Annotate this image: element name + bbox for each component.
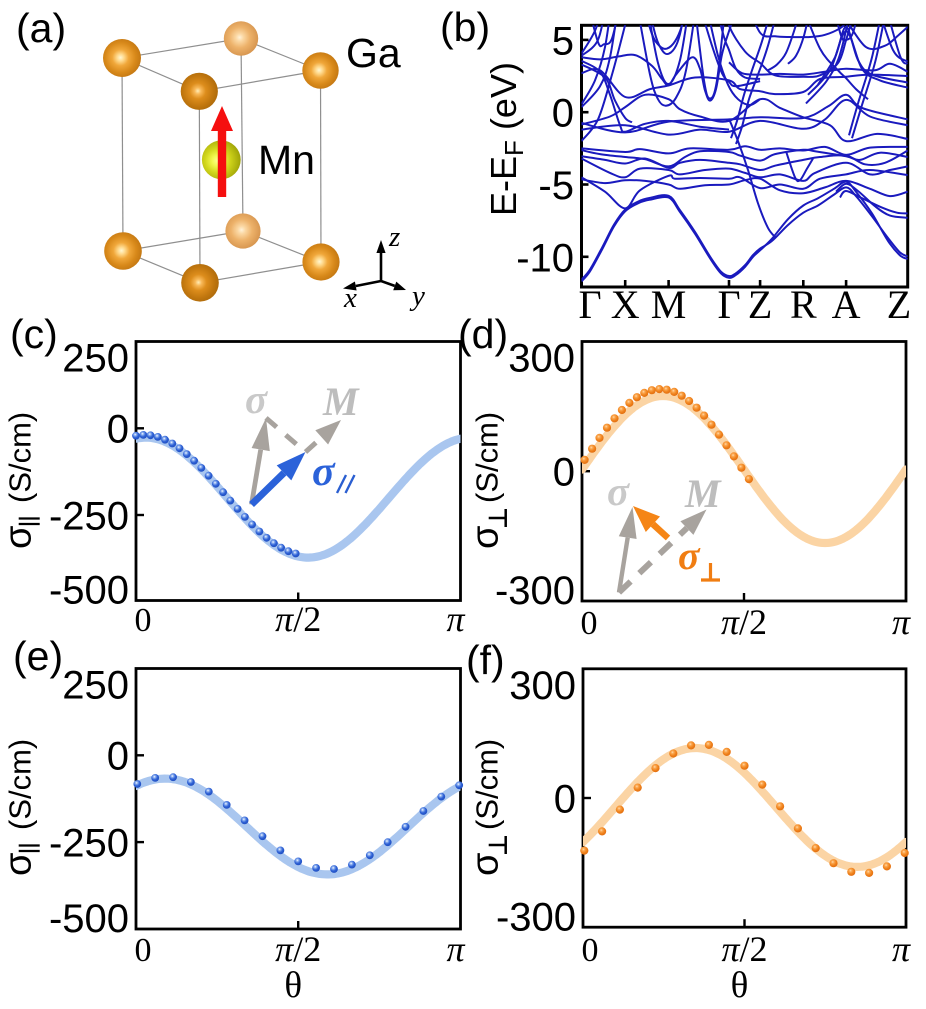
svg-text:σ: σ bbox=[465, 853, 507, 876]
svg-text:0: 0 bbox=[107, 408, 129, 452]
svg-text:(e): (e) bbox=[13, 633, 63, 679]
svg-text:0: 0 bbox=[554, 777, 576, 821]
svg-text:E-EF (eV): E-EF (eV) bbox=[483, 62, 529, 216]
svg-text:0: 0 bbox=[135, 602, 152, 639]
svg-text:π/2: π/2 bbox=[275, 929, 321, 969]
svg-text:250: 250 bbox=[62, 664, 129, 708]
svg-text:-500: -500 bbox=[49, 897, 129, 941]
svg-text:Z: Z bbox=[887, 282, 911, 327]
svg-text:π: π bbox=[892, 929, 911, 969]
svg-text:z: z bbox=[388, 221, 400, 253]
svg-text:σ: σ bbox=[607, 468, 631, 514]
svg-text:M: M bbox=[322, 379, 360, 424]
svg-text:0: 0 bbox=[553, 451, 575, 495]
svg-text:(a): (a) bbox=[16, 5, 66, 51]
svg-text:0: 0 bbox=[582, 932, 599, 969]
svg-text:σ: σ bbox=[0, 526, 40, 549]
svg-text:(b): (b) bbox=[440, 4, 490, 50]
svg-text:-300: -300 bbox=[496, 895, 576, 939]
svg-text:-5: -5 bbox=[538, 164, 574, 208]
svg-text:y: y bbox=[409, 280, 425, 312]
svg-text:(f): (f) bbox=[466, 637, 505, 683]
svg-text:Ga: Ga bbox=[346, 30, 401, 76]
svg-text:-250: -250 bbox=[49, 822, 129, 866]
svg-text:0: 0 bbox=[107, 735, 129, 779]
svg-text:300: 300 bbox=[508, 337, 575, 381]
svg-text:σ: σ bbox=[312, 449, 336, 495]
svg-text:0: 0 bbox=[135, 932, 152, 969]
svg-text:-300: -300 bbox=[495, 569, 575, 613]
svg-text:(d): (d) bbox=[458, 311, 508, 357]
svg-text:(S/cm): (S/cm) bbox=[470, 412, 505, 503]
svg-text:(S/cm): (S/cm) bbox=[3, 739, 38, 830]
svg-text:(S/cm): (S/cm) bbox=[470, 739, 505, 830]
svg-text:0: 0 bbox=[581, 605, 598, 642]
svg-text:π: π bbox=[446, 929, 465, 969]
svg-text:R: R bbox=[790, 282, 817, 327]
svg-text:Mn: Mn bbox=[258, 137, 315, 183]
svg-text:M: M bbox=[684, 471, 722, 516]
svg-text:5: 5 bbox=[552, 19, 574, 63]
svg-text:0: 0 bbox=[552, 92, 574, 136]
svg-text:σ: σ bbox=[245, 376, 269, 422]
svg-text:Γ: Γ bbox=[717, 282, 740, 327]
svg-text:π/2: π/2 bbox=[721, 602, 767, 642]
svg-text:σ: σ bbox=[465, 526, 507, 549]
svg-text:π: π bbox=[446, 599, 465, 639]
svg-text:-10: -10 bbox=[516, 236, 574, 280]
svg-text:A: A bbox=[832, 282, 861, 327]
svg-text:-250: -250 bbox=[49, 494, 129, 538]
svg-text:θ: θ bbox=[731, 965, 749, 1006]
svg-text:(c): (c) bbox=[10, 311, 58, 357]
svg-text:-500: -500 bbox=[49, 569, 129, 613]
svg-text:π/2: π/2 bbox=[275, 599, 321, 639]
svg-text:250: 250 bbox=[62, 337, 129, 381]
svg-text:x: x bbox=[343, 282, 357, 314]
svg-text:X: X bbox=[611, 282, 640, 327]
svg-text:π: π bbox=[892, 602, 911, 642]
svg-text:θ: θ bbox=[284, 965, 302, 1006]
svg-text:(S/cm): (S/cm) bbox=[3, 412, 38, 503]
svg-text:300: 300 bbox=[509, 664, 576, 708]
svg-text:π/2: π/2 bbox=[721, 929, 767, 969]
svg-text:Z: Z bbox=[748, 282, 772, 327]
svg-text:σ: σ bbox=[0, 853, 40, 876]
svg-text:M: M bbox=[651, 282, 687, 327]
svg-text:σ: σ bbox=[678, 533, 701, 578]
svg-text:Γ: Γ bbox=[578, 282, 601, 327]
